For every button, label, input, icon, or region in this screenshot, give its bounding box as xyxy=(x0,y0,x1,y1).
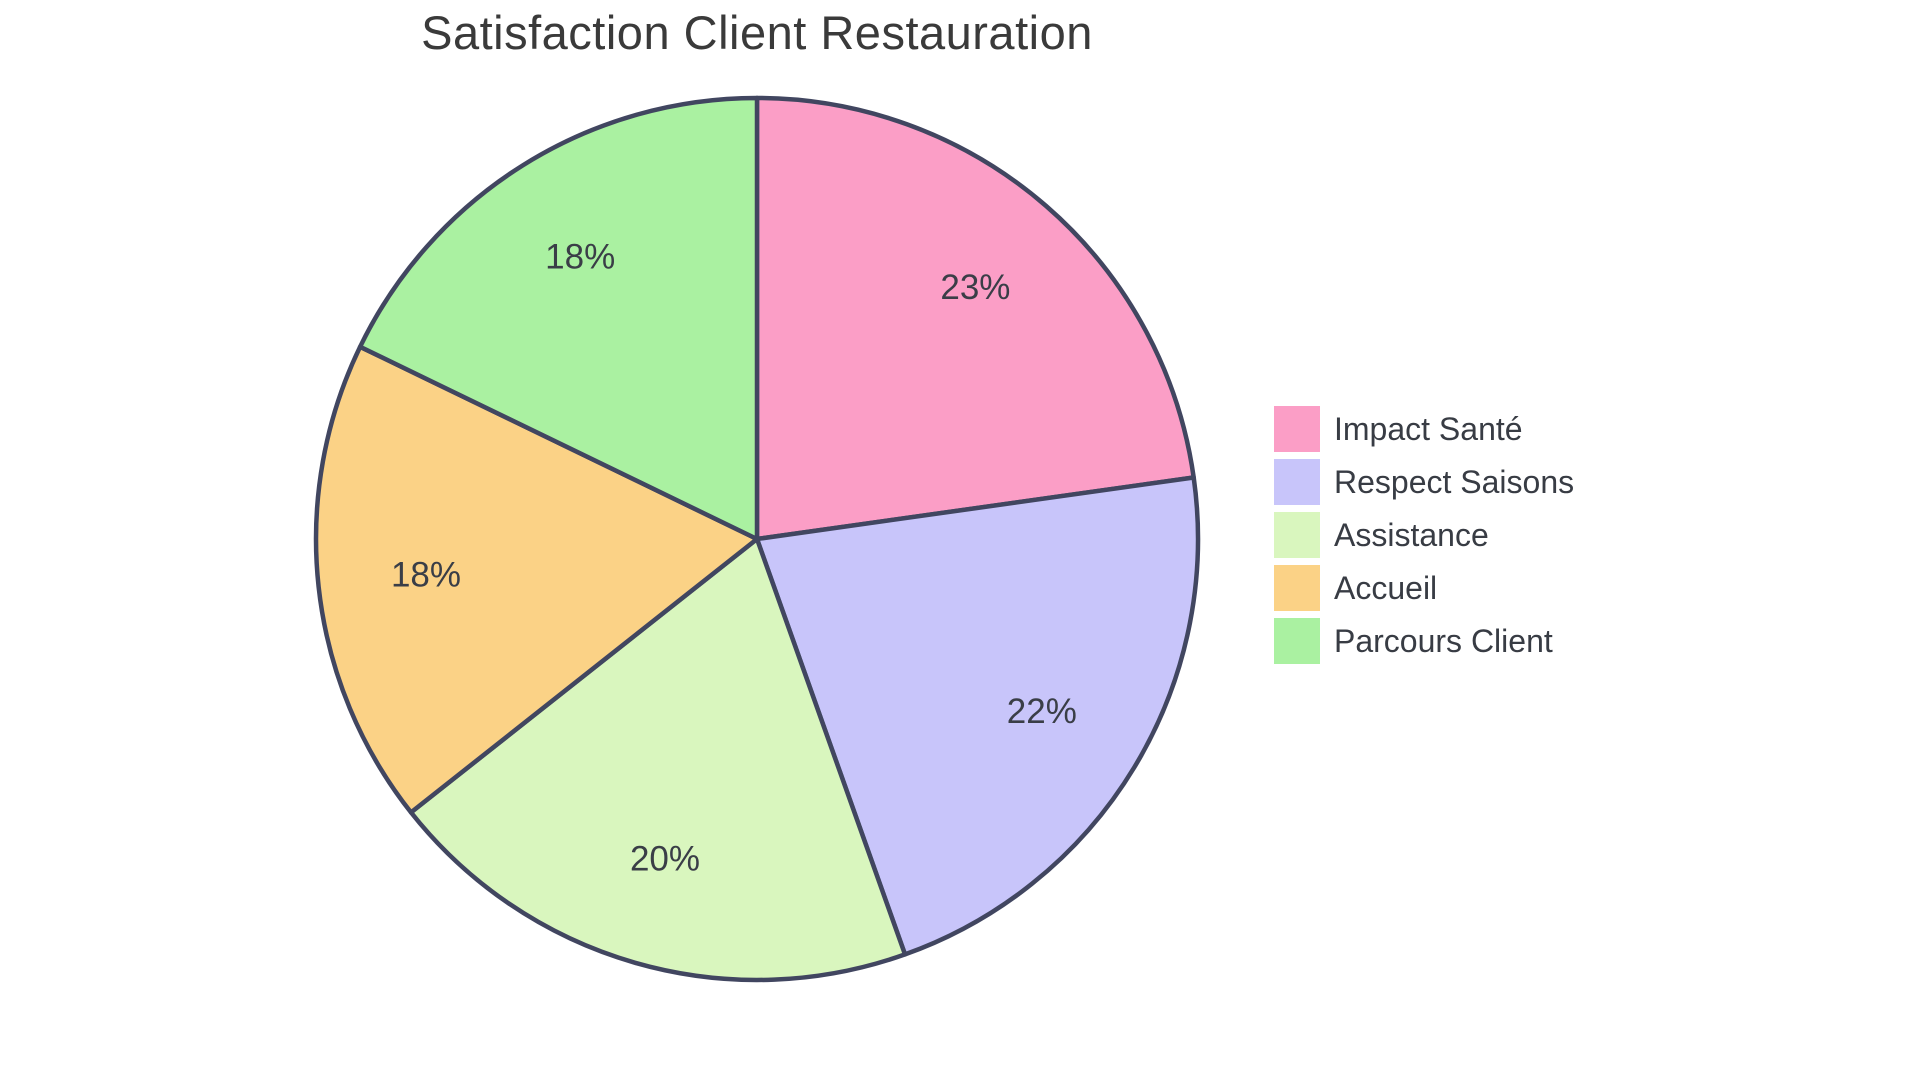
pie-slice-percent-label: 22% xyxy=(1007,692,1077,731)
legend: Impact Santé Respect Saisons Assistance Acc… xyxy=(1274,406,1574,664)
pie-slice-percent-label: 23% xyxy=(940,268,1010,307)
legend-swatch xyxy=(1274,618,1320,664)
legend-swatch xyxy=(1274,512,1320,558)
pie-slice-impact-sante xyxy=(754,95,1196,542)
legend-label: Parcours Client xyxy=(1334,622,1553,659)
legend-swatch xyxy=(1274,565,1320,611)
legend-item-parcours-client: Parcours Client xyxy=(1274,618,1574,664)
legend-item-accueil: Accueil xyxy=(1274,565,1574,611)
legend-label: Impact Santé xyxy=(1334,410,1523,447)
legend-item-respect-saisons: Respect Saisons xyxy=(1274,459,1574,505)
legend-label: Accueil xyxy=(1334,569,1438,606)
pie-slice-parcours-client xyxy=(357,95,760,542)
pie-slice-assistance xyxy=(408,536,908,983)
legend-item-impact-sante: Impact Santé xyxy=(1274,406,1574,452)
legend-item-assistance: Assistance xyxy=(1274,512,1574,558)
pie-slice-accueil xyxy=(313,344,760,815)
pie-slice-percent-label: 18% xyxy=(391,556,461,595)
legend-swatch xyxy=(1274,459,1320,505)
pie-slice-percent-label: 18% xyxy=(545,237,615,276)
legend-label: Assistance xyxy=(1334,516,1489,553)
legend-label: Respect Saisons xyxy=(1334,463,1575,500)
legend-swatch xyxy=(1274,406,1320,452)
chart-title: Satisfaction Client Restauration xyxy=(421,6,1093,59)
pie-slice-respect-saisons xyxy=(754,475,1201,957)
pie-slice-percent-label: 20% xyxy=(630,840,700,879)
